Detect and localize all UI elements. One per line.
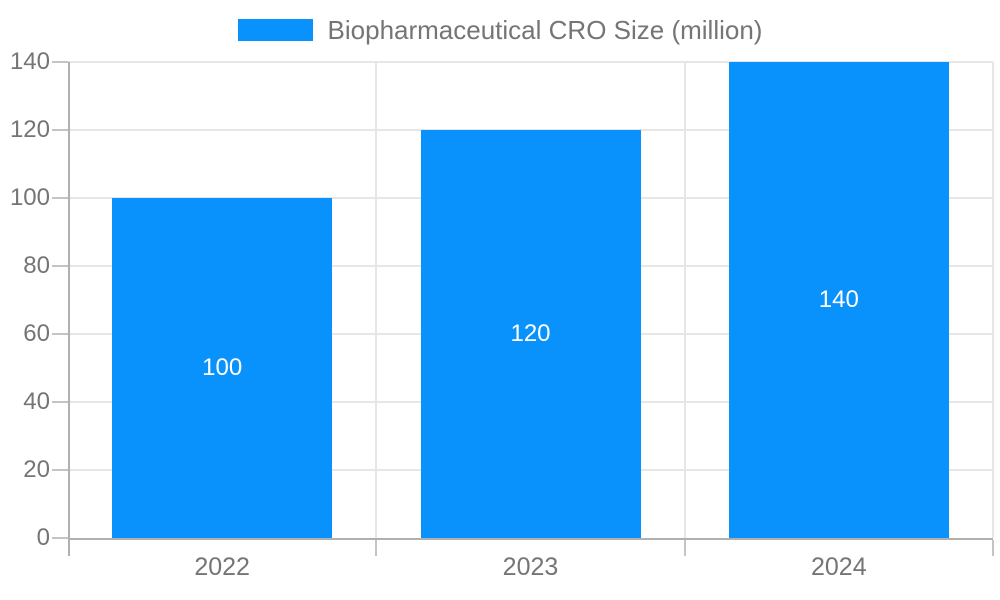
y-tick-label: 80 <box>23 252 50 279</box>
x-axis-tick <box>375 540 378 556</box>
y-axis-tick <box>52 265 68 267</box>
legend-item[interactable]: Biopharmaceutical CRO Size (million) <box>0 12 1000 48</box>
y-tick-label: 60 <box>23 320 50 347</box>
bar-value-label: 140 <box>818 286 859 313</box>
gridline-vertical <box>683 62 686 538</box>
y-axis-tick <box>52 129 68 131</box>
bar-2024[interactable] <box>728 62 949 538</box>
bar-2023[interactable] <box>420 130 641 538</box>
x-tick-label: 2024 <box>811 553 867 581</box>
y-axis-tick <box>52 61 68 63</box>
legend-swatch <box>237 19 313 41</box>
y-tick-label: 120 <box>9 116 50 143</box>
x-axis-line <box>68 538 993 540</box>
gridline-horizontal <box>68 61 993 63</box>
x-tick-label: 2022 <box>194 553 250 581</box>
y-axis-tick <box>52 469 68 471</box>
y-axis-line <box>68 62 70 556</box>
gridline-vertical <box>992 62 994 538</box>
y-tick-label: 100 <box>9 184 50 211</box>
y-axis-tick <box>52 197 68 199</box>
bar-value-label: 100 <box>202 354 243 381</box>
x-axis-labels: 2022 2023 2024 <box>68 552 993 586</box>
y-axis-tick <box>52 537 68 539</box>
y-axis-tick <box>52 333 68 335</box>
legend-label: Biopharmaceutical CRO Size (million) <box>327 14 763 45</box>
plot-area: 100 120 140 <box>52 61 994 556</box>
y-tick-label: 140 <box>9 48 50 75</box>
bar-value-label: 120 <box>510 320 551 347</box>
x-tick-label: 2023 <box>502 553 559 581</box>
y-tick-label: 20 <box>23 456 50 483</box>
x-axis-tick <box>992 540 994 556</box>
y-axis-labels: 0 20 40 60 80 100 120 140 <box>0 48 50 551</box>
y-tick-label: 40 <box>23 388 50 415</box>
bar-2022[interactable] <box>112 198 333 538</box>
gridline-vertical <box>375 62 378 538</box>
y-tick-label: 0 <box>36 524 50 551</box>
x-axis-tick <box>683 540 686 556</box>
y-axis-tick <box>52 401 68 403</box>
